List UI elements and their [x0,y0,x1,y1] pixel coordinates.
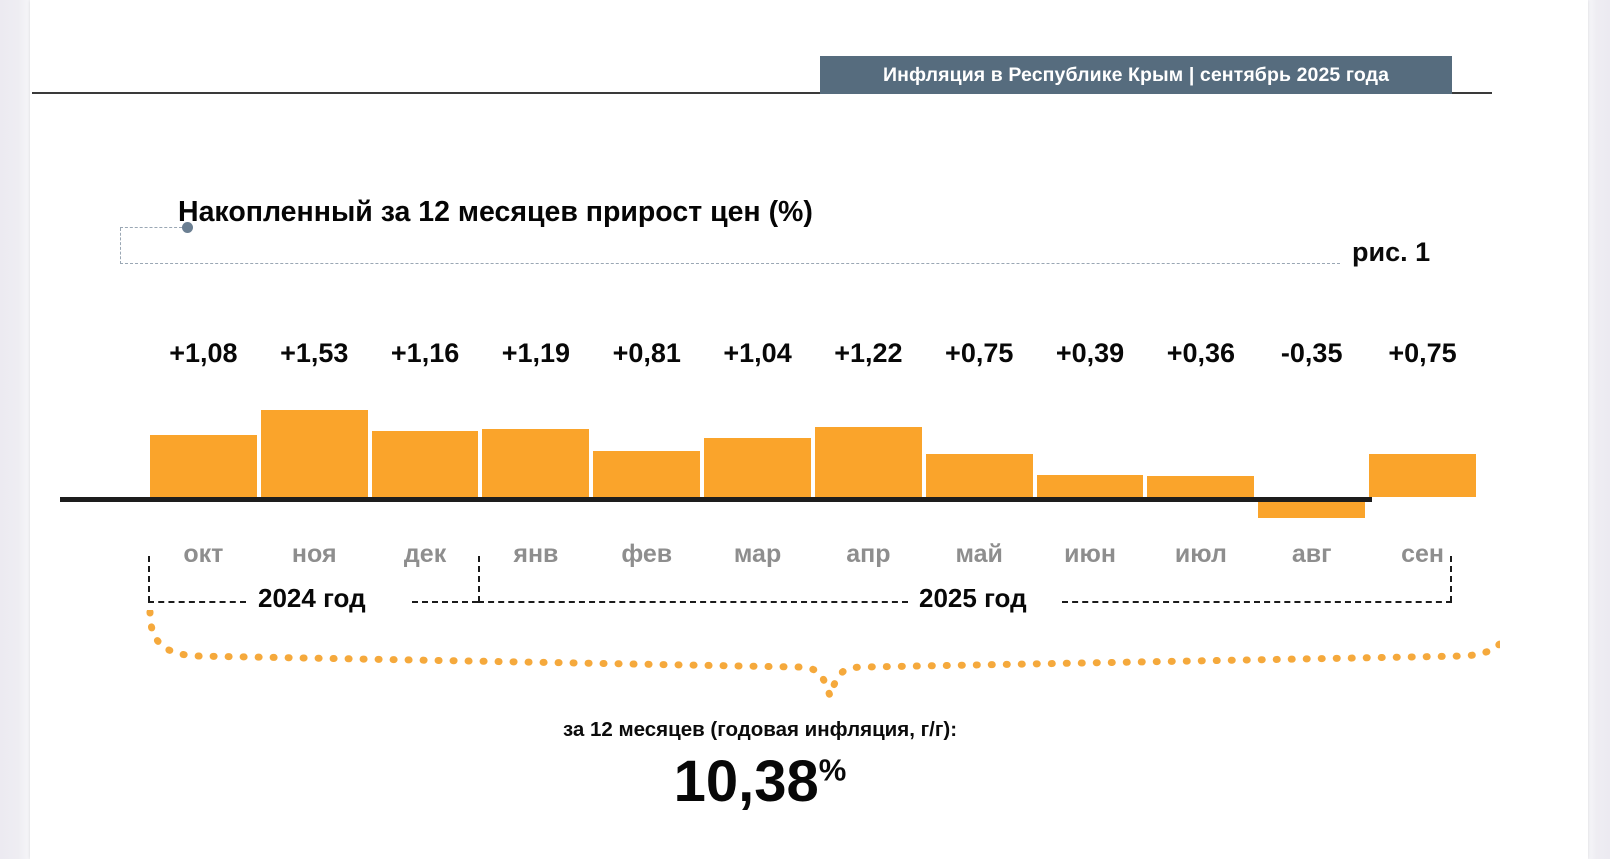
month-label: сен [1401,540,1444,568]
bar-column: +0,81 [591,330,702,530]
bar [593,450,701,497]
bar [925,454,1033,497]
bar-column: +0,39 [1035,330,1146,530]
bar-column: +0,75 [1367,330,1478,530]
month-label: мар [733,540,782,568]
bar-value-label: +1,19 [501,338,571,368]
header-divider-rule [32,92,1492,94]
month-label: дек [403,540,447,568]
bar-column: +1,08 [148,330,259,530]
bar-value-label: +1,53 [280,338,349,368]
bar-column: +1,19 [480,330,591,530]
month-label: ноя [291,540,337,568]
bar-column: +1,53 [259,330,370,530]
bar-value-label: -0,35 [1280,338,1343,368]
figure-number-label: рис. 1 [1352,237,1431,267]
month-axis: окт ноя дек янв фев мар апр май июн июл авг сен [148,540,1478,578]
bar-value-label: +0,75 [945,338,1014,368]
month-label: апр [846,540,891,568]
bar-column: +1,04 [702,330,813,530]
page-gutter-left [0,0,30,859]
bar [1036,474,1144,497]
title-leader-line-vertical [120,228,121,264]
bar-value-label: +0,75 [1388,338,1457,368]
bar-value-label: +1,16 [390,338,460,368]
title-bullet-icon [182,222,193,233]
bar-value-label: +1,04 [723,338,792,368]
bar-series: +1,08 +1,53 +1,16 +1,19 +0,81 +1,04 +1,22 +0,75… [148,330,1478,530]
year-bracket-line-2025-left [478,601,908,603]
bar-value-label: +0,36 [1166,338,1236,368]
document-page: Инфляция в Республике Крым | сентябрь 20… [30,0,1588,859]
annual-inflation-caption: за 12 месяцев (годовая инфляция, г/г): [562,718,958,741]
month-label: фев [621,540,673,568]
bar [482,429,590,497]
bar-value-label: +0,39 [1055,338,1125,368]
percent-sign: % [818,752,847,788]
bar-value-label: +1,08 [169,338,238,368]
bar-column: -0,35 [1256,330,1367,530]
bar-column: +0,36 [1145,330,1256,530]
month-label: май [955,540,1003,568]
year-bracket-line-2025-right [1062,601,1452,603]
bar-value-label: +0,81 [612,338,681,368]
summary-brace-icon [146,610,1500,708]
bar-column: +1,16 [370,330,481,530]
chart-baseline-axis [60,497,1372,502]
bar [150,435,257,497]
chart-title: Накопленный за 12 месяцев прирост цен (%… [178,196,813,228]
title-leader-line-bottom [120,263,1340,264]
bar [371,430,479,497]
month-label: янв [513,540,559,568]
month-label: окт [183,540,224,568]
header-banner: Инфляция в Республике Крым | сентябрь 20… [820,56,1452,94]
bar [1258,500,1366,518]
year-bracket-line-2024-right [412,601,478,603]
bar-column: +0,75 [924,330,1035,530]
annual-inflation-value: 10,38% [30,749,1490,814]
bar [1369,454,1476,497]
bar [704,437,811,497]
bar-value-label: +1,22 [834,338,903,368]
bar-chart-plot: +1,08 +1,53 +1,16 +1,19 +0,81 +1,04 +1,22 +0,75… [148,330,1478,530]
bar-column: +1,22 [813,330,924,530]
bar [260,409,368,497]
month-label: июл [1174,540,1227,568]
page-gutter-right [1588,0,1610,859]
annual-inflation-number: 10,38 [673,749,819,814]
month-label: авг [1291,540,1332,568]
bar [814,427,922,497]
bar [1147,476,1255,497]
month-label: июн [1064,540,1116,568]
title-leader-line-top [120,227,182,228]
year-bracket-line-2024-left [148,601,246,603]
